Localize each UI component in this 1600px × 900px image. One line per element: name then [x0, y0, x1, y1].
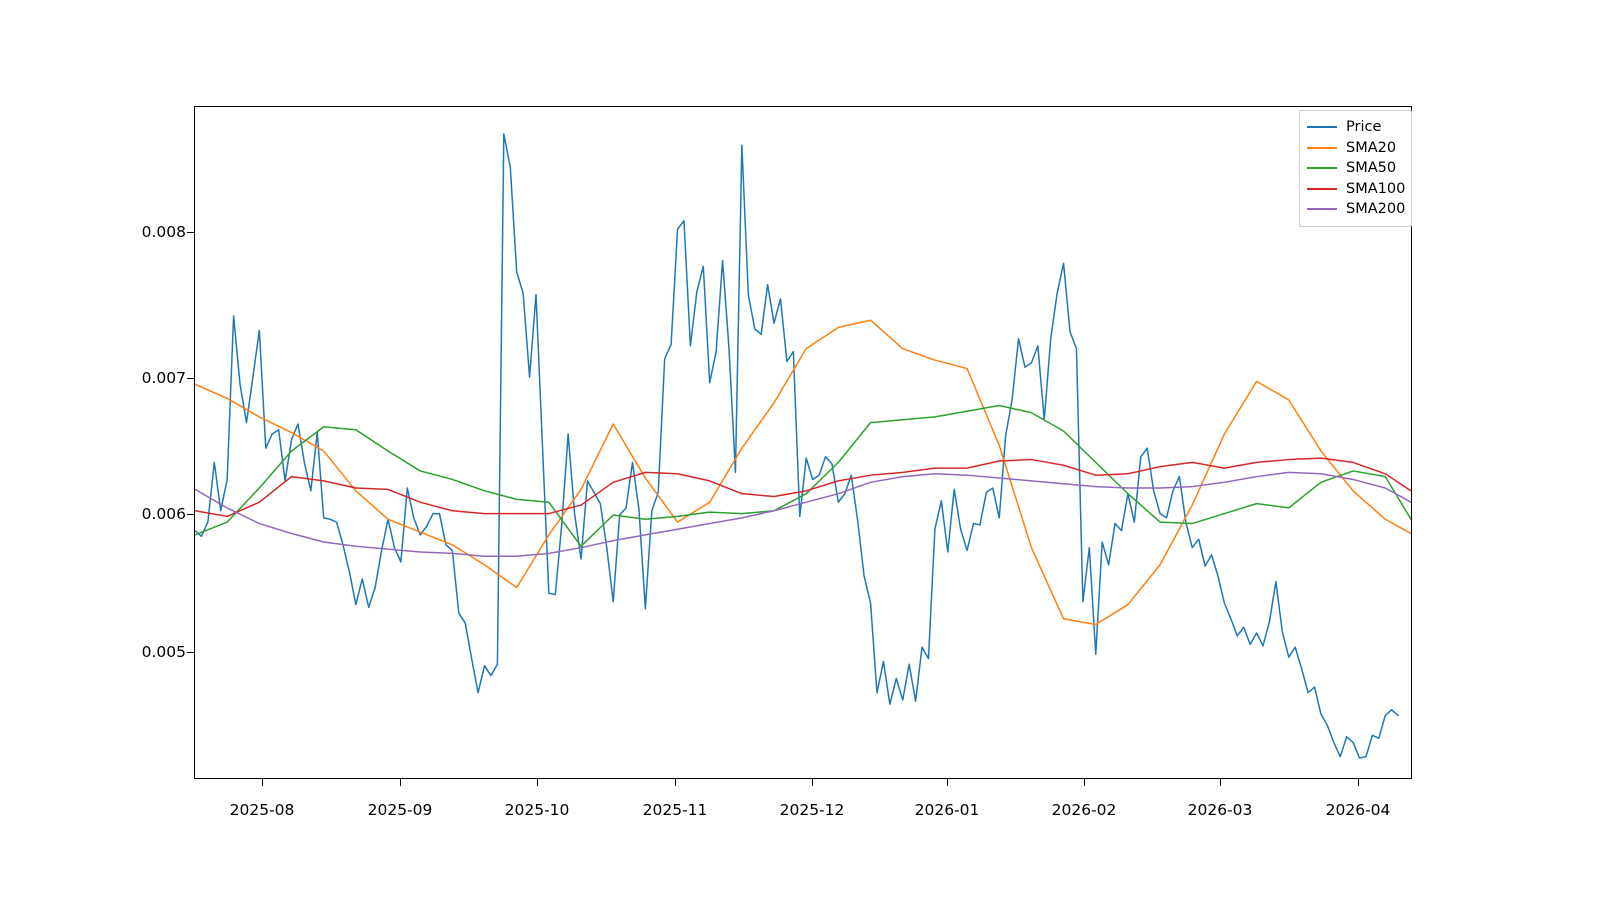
chart-legend: Price SMA20 SMA50 SMA100 SMA200: [1299, 110, 1412, 227]
y-tick-label: 0.005: [141, 643, 186, 661]
series-line-price: [195, 133, 1399, 759]
y-tick-mark: [187, 513, 194, 515]
y-tick-mark: [187, 377, 194, 379]
series-line-sma100: [195, 457, 1411, 518]
legend-label: Price: [1346, 119, 1382, 135]
x-tick-label: 2026-03: [1187, 801, 1253, 819]
x-tick-label: 2025-08: [229, 801, 295, 819]
series-line-sma50: [195, 404, 1411, 548]
x-tick-label: 2026-02: [1051, 801, 1117, 819]
x-tick-mark: [399, 779, 401, 786]
x-tick-mark: [811, 779, 813, 786]
series-lines: [195, 133, 1411, 759]
series-line-sma20: [195, 319, 1411, 626]
legend-color-swatch: [1307, 146, 1337, 149]
legend-entry: Price: [1307, 117, 1403, 138]
legend-color-swatch: [1307, 167, 1337, 170]
legend-color-swatch: [1307, 208, 1337, 211]
x-tick-mark: [1083, 779, 1085, 786]
x-tick-label: 2025-09: [367, 801, 433, 819]
y-tick-mark: [187, 651, 194, 653]
x-tick-label: 2026-04: [1325, 801, 1391, 819]
x-tick-mark: [536, 779, 538, 786]
y-tick-label: 0.007: [141, 369, 186, 387]
legend-color-swatch: [1307, 187, 1337, 190]
x-tick-mark: [946, 779, 948, 786]
legend-label: SMA200: [1346, 201, 1406, 217]
legend-label: SMA20: [1346, 139, 1397, 156]
x-tick-mark: [674, 779, 676, 786]
legend-entry: SMA20: [1307, 138, 1403, 159]
x-tick-mark: [261, 779, 263, 786]
x-tick-label: 2026-01: [914, 801, 980, 819]
y-tick-mark: [187, 231, 194, 233]
plot-area: [194, 106, 1412, 779]
x-tick-mark: [1219, 779, 1221, 786]
y-tick-label: 0.008: [141, 223, 186, 241]
y-tick-label: 0.006: [141, 505, 186, 523]
legend-entry: SMA200: [1307, 199, 1406, 220]
legend-entry: SMA50: [1307, 158, 1403, 179]
x-tick-label: 2025-11: [642, 801, 708, 819]
legend-color-swatch: [1307, 126, 1337, 129]
legend-label: SMA50: [1346, 160, 1397, 176]
series-line-sma200: [195, 471, 1411, 557]
x-tick-label: 2025-12: [779, 801, 845, 819]
legend-entry: SMA100: [1307, 179, 1406, 200]
x-tick-label: 2025-10: [504, 801, 570, 819]
x-tick-mark: [1357, 779, 1359, 786]
legend-label: SMA100: [1346, 180, 1406, 197]
